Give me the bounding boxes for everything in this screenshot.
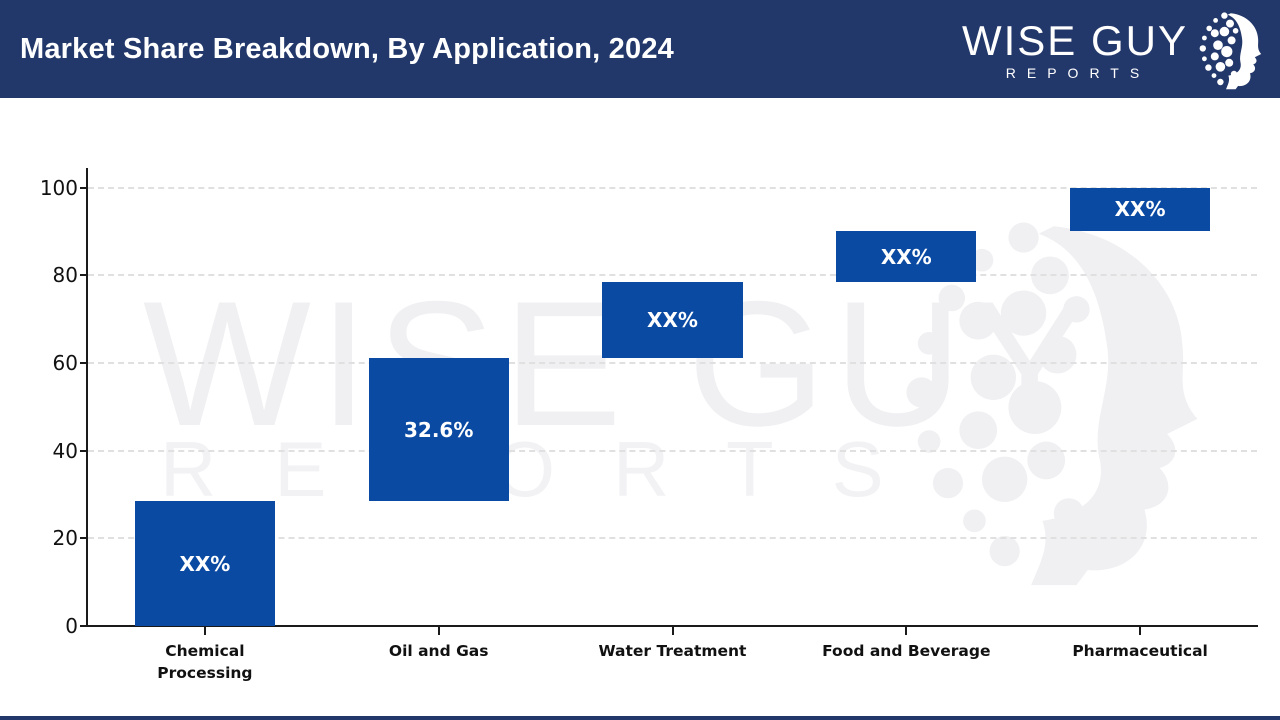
x-tick-3 <box>671 627 674 635</box>
gridline-80 <box>88 274 1257 277</box>
bar-3: XX% <box>602 281 743 359</box>
x-tick-1 <box>203 627 206 635</box>
bar-value-label-3: XX% <box>647 307 698 332</box>
y-tick-20 <box>80 537 88 540</box>
bar-5: XX% <box>1069 187 1211 232</box>
gridline-20 <box>88 537 1257 540</box>
x-tick-4 <box>905 627 908 635</box>
wiseguy-face-icon <box>1199 12 1262 90</box>
x-tick-5 <box>1139 627 1142 635</box>
y-tick-label-80: 80 <box>52 263 78 288</box>
bar-value-label-5: XX% <box>1114 197 1166 222</box>
x-category-label-3: Water Treatment <box>598 642 747 660</box>
y-tick-label-60: 60 <box>52 350 78 375</box>
footer-accent-bar <box>0 716 1280 720</box>
x-category-label-4: Food and Beverage <box>822 642 991 660</box>
y-tick-0 <box>80 625 88 627</box>
gridline-60 <box>88 361 1257 364</box>
wiseguy-logo-text: WISE GUY REPORTS <box>961 17 1188 81</box>
bar-value-label-4: XX% <box>880 244 932 269</box>
x-axis-line <box>86 625 1258 627</box>
wiseguy-logo: WISE GUY REPORTS <box>962 10 1266 90</box>
bar-value-label-1: XX% <box>179 551 231 576</box>
bar-4: XX% <box>836 231 977 282</box>
gridline-40 <box>88 449 1257 452</box>
page-title: Market Share Breakdown, By Application, … <box>20 32 674 65</box>
y-tick-label-100: 100 <box>39 175 78 200</box>
gridline-100 <box>88 186 1257 189</box>
y-tick-80 <box>80 274 88 277</box>
y-tick-60 <box>80 361 88 364</box>
y-tick-label-40: 40 <box>52 438 78 463</box>
y-tick-label-20: 20 <box>52 526 78 551</box>
x-category-label-1: Chemical Processing <box>157 642 253 683</box>
y-tick-label-0: 0 <box>65 614 78 638</box>
logo-wordmark: WISE GUY <box>961 17 1188 64</box>
x-tick-2 <box>437 627 440 635</box>
y-tick-100 <box>80 186 88 189</box>
bar-value-label-2: 32.6% <box>403 417 474 442</box>
x-category-label-5: Pharmaceutical <box>1072 642 1208 660</box>
y-tick-40 <box>80 449 88 452</box>
bar-2: 32.6% <box>368 358 509 501</box>
y-axis-line <box>86 168 88 627</box>
header-bar: Market Share Breakdown, By Application, … <box>0 0 1280 98</box>
bar-1: XX% <box>134 501 276 626</box>
logo-subtitle: REPORTS <box>1005 65 1151 81</box>
x-category-label-2: Oil and Gas <box>388 642 489 660</box>
